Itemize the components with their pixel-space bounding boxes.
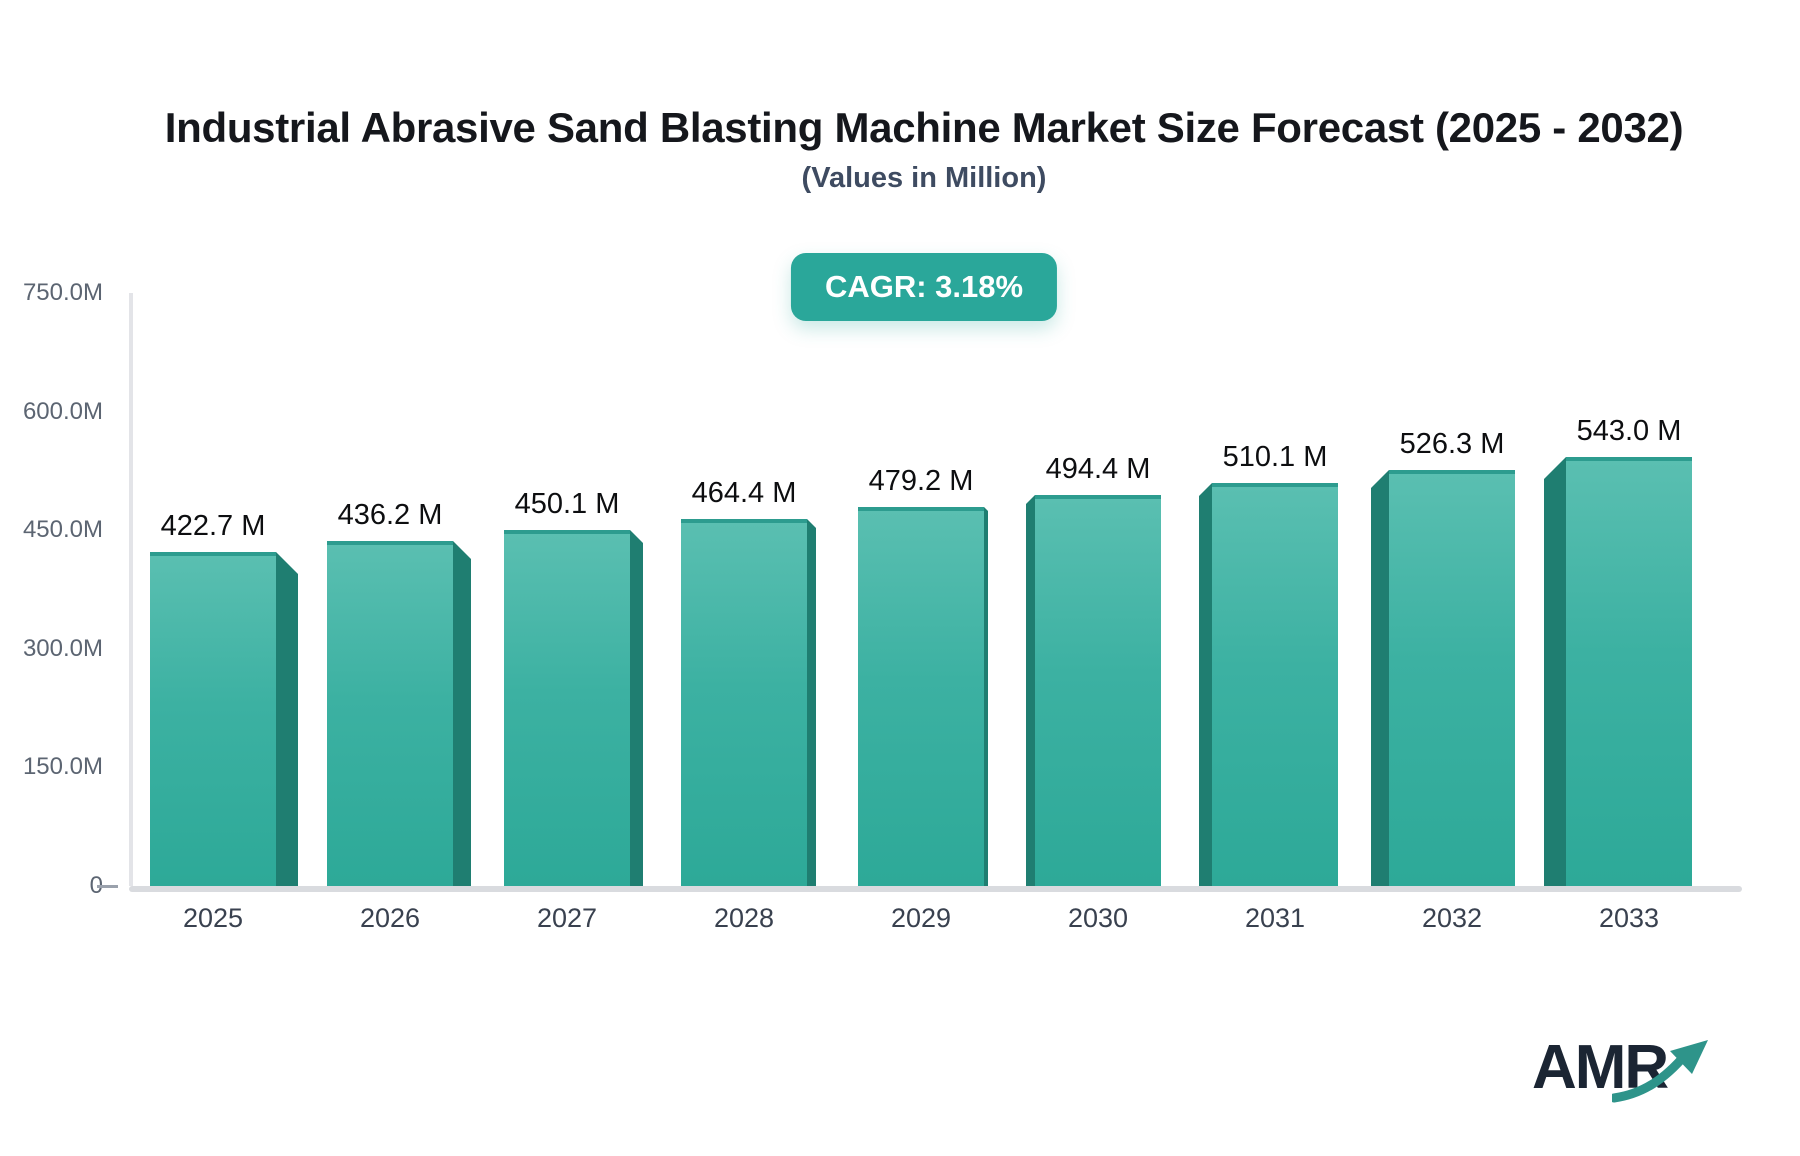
bar-2028 — [681, 519, 807, 886]
y-tick-label-600.0M: 600.0M — [22, 397, 103, 425]
x-tick-label-2027: 2027 — [536, 903, 598, 933]
bar-side-2028 — [807, 519, 816, 886]
y-tick-label-750.0M: 750.0M — [22, 279, 103, 306]
bar-2029 — [858, 507, 984, 886]
growth-arrow-icon — [1612, 1040, 1708, 1103]
x-tick-label-2029: 2029 — [890, 903, 952, 933]
x-tick-label-2032: 2032 — [1421, 903, 1483, 933]
bar-side-2030 — [1026, 495, 1035, 886]
bar-value-label-2031: 510.1 M — [1222, 441, 1328, 473]
x-tick-label-2026: 2026 — [359, 903, 421, 933]
x-tick-label-2028: 2028 — [713, 903, 775, 933]
bar-side-2027 — [630, 530, 643, 886]
y-tick-label-150.0M: 150.0M — [22, 753, 103, 781]
y-tick-label-450.0M: 450.0M — [22, 516, 103, 544]
bar-side-2032 — [1371, 470, 1389, 886]
x-axis-baseline — [129, 886, 1742, 892]
bar-value-label-2030: 494.4 M — [1045, 453, 1151, 485]
bar-side-2031 — [1199, 483, 1212, 886]
bar-2033 — [1566, 457, 1692, 886]
bar-2032 — [1389, 470, 1515, 886]
bar-side-2026 — [453, 541, 471, 886]
bar-2026 — [327, 541, 453, 886]
bar-value-label-2025: 422.7 M — [160, 510, 266, 542]
x-tick-label-2033: 2033 — [1598, 903, 1660, 933]
bar-side-2033 — [1544, 457, 1566, 886]
chart-title: Industrial Abrasive Sand Blasting Machin… — [164, 104, 1684, 151]
bar-side-2029 — [984, 507, 988, 886]
bar-2025 — [150, 552, 276, 886]
bar-value-label-2028: 464.4 M — [691, 477, 797, 509]
zero-tick-mark — [97, 885, 118, 888]
x-tick-label-2031: 2031 — [1244, 903, 1306, 933]
chart-subtitle: (Values in Million) — [801, 162, 1047, 194]
bar-side-2025 — [276, 552, 298, 886]
cagr-badge: CAGR: 3.18% — [790, 253, 1058, 321]
bar-value-label-2032: 526.3 M — [1399, 428, 1505, 460]
bar-value-label-2029: 479.2 M — [868, 465, 974, 497]
bar-2031 — [1212, 483, 1338, 886]
y-tick-label-0: 0 — [0, 872, 103, 900]
bar-value-label-2026: 436.2 M — [337, 499, 443, 531]
logo: AMR — [1532, 1032, 1722, 1112]
bar-2030 — [1035, 495, 1161, 886]
bar-value-label-2027: 450.1 M — [514, 488, 620, 520]
x-tick-label-2030: 2030 — [1067, 903, 1129, 933]
x-tick-label-2025: 2025 — [182, 903, 244, 933]
bar-value-label-2033: 543.0 M — [1576, 415, 1682, 447]
y-axis-line — [129, 293, 133, 886]
y-tick-label-300.0M: 300.0M — [22, 634, 103, 662]
bar-2027 — [504, 530, 630, 886]
